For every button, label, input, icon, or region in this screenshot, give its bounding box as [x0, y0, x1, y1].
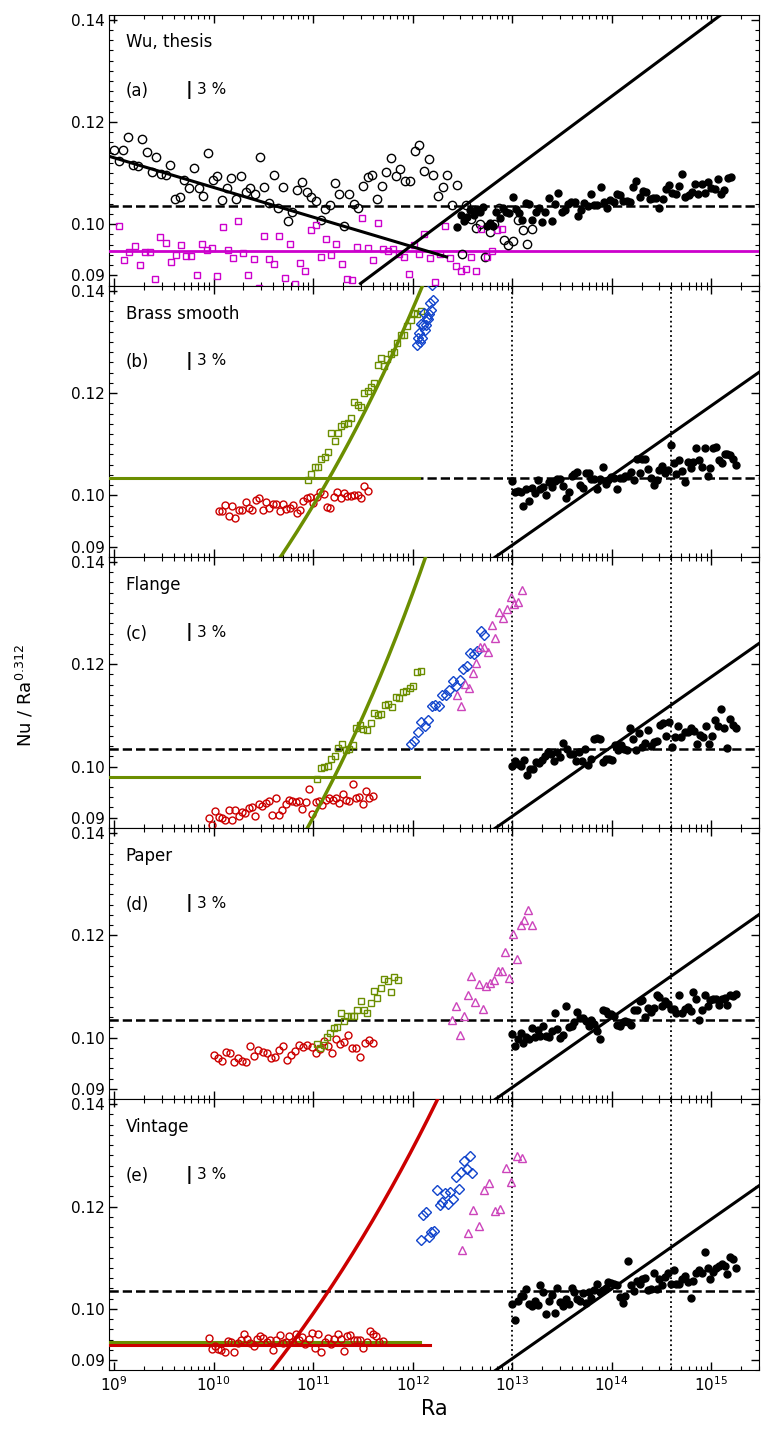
Text: |: |	[184, 352, 195, 370]
Text: Wu, thesis: Wu, thesis	[126, 33, 212, 52]
Text: Nu / Ra$^{0.312}$: Nu / Ra$^{0.312}$	[15, 645, 35, 747]
Text: Paper: Paper	[126, 847, 173, 866]
Text: 3 %: 3 %	[197, 354, 226, 368]
Text: 3 %: 3 %	[197, 83, 226, 97]
Text: Vintage: Vintage	[126, 1118, 189, 1137]
X-axis label: Ra: Ra	[421, 1399, 447, 1420]
Text: 3 %: 3 %	[197, 625, 226, 639]
Text: (b): (b)	[126, 354, 149, 371]
Text: |: |	[184, 895, 195, 912]
Text: 3 %: 3 %	[197, 1167, 226, 1182]
Text: (d): (d)	[126, 896, 149, 914]
Text: |: |	[184, 1166, 195, 1183]
Text: (a): (a)	[126, 83, 149, 100]
Text: 3 %: 3 %	[197, 896, 226, 911]
Text: |: |	[184, 81, 195, 99]
Text: (e): (e)	[126, 1167, 149, 1185]
Text: Brass smooth: Brass smooth	[126, 304, 239, 323]
Text: (c): (c)	[126, 625, 148, 642]
Text: |: |	[184, 624, 195, 641]
Text: Flange: Flange	[126, 576, 181, 594]
